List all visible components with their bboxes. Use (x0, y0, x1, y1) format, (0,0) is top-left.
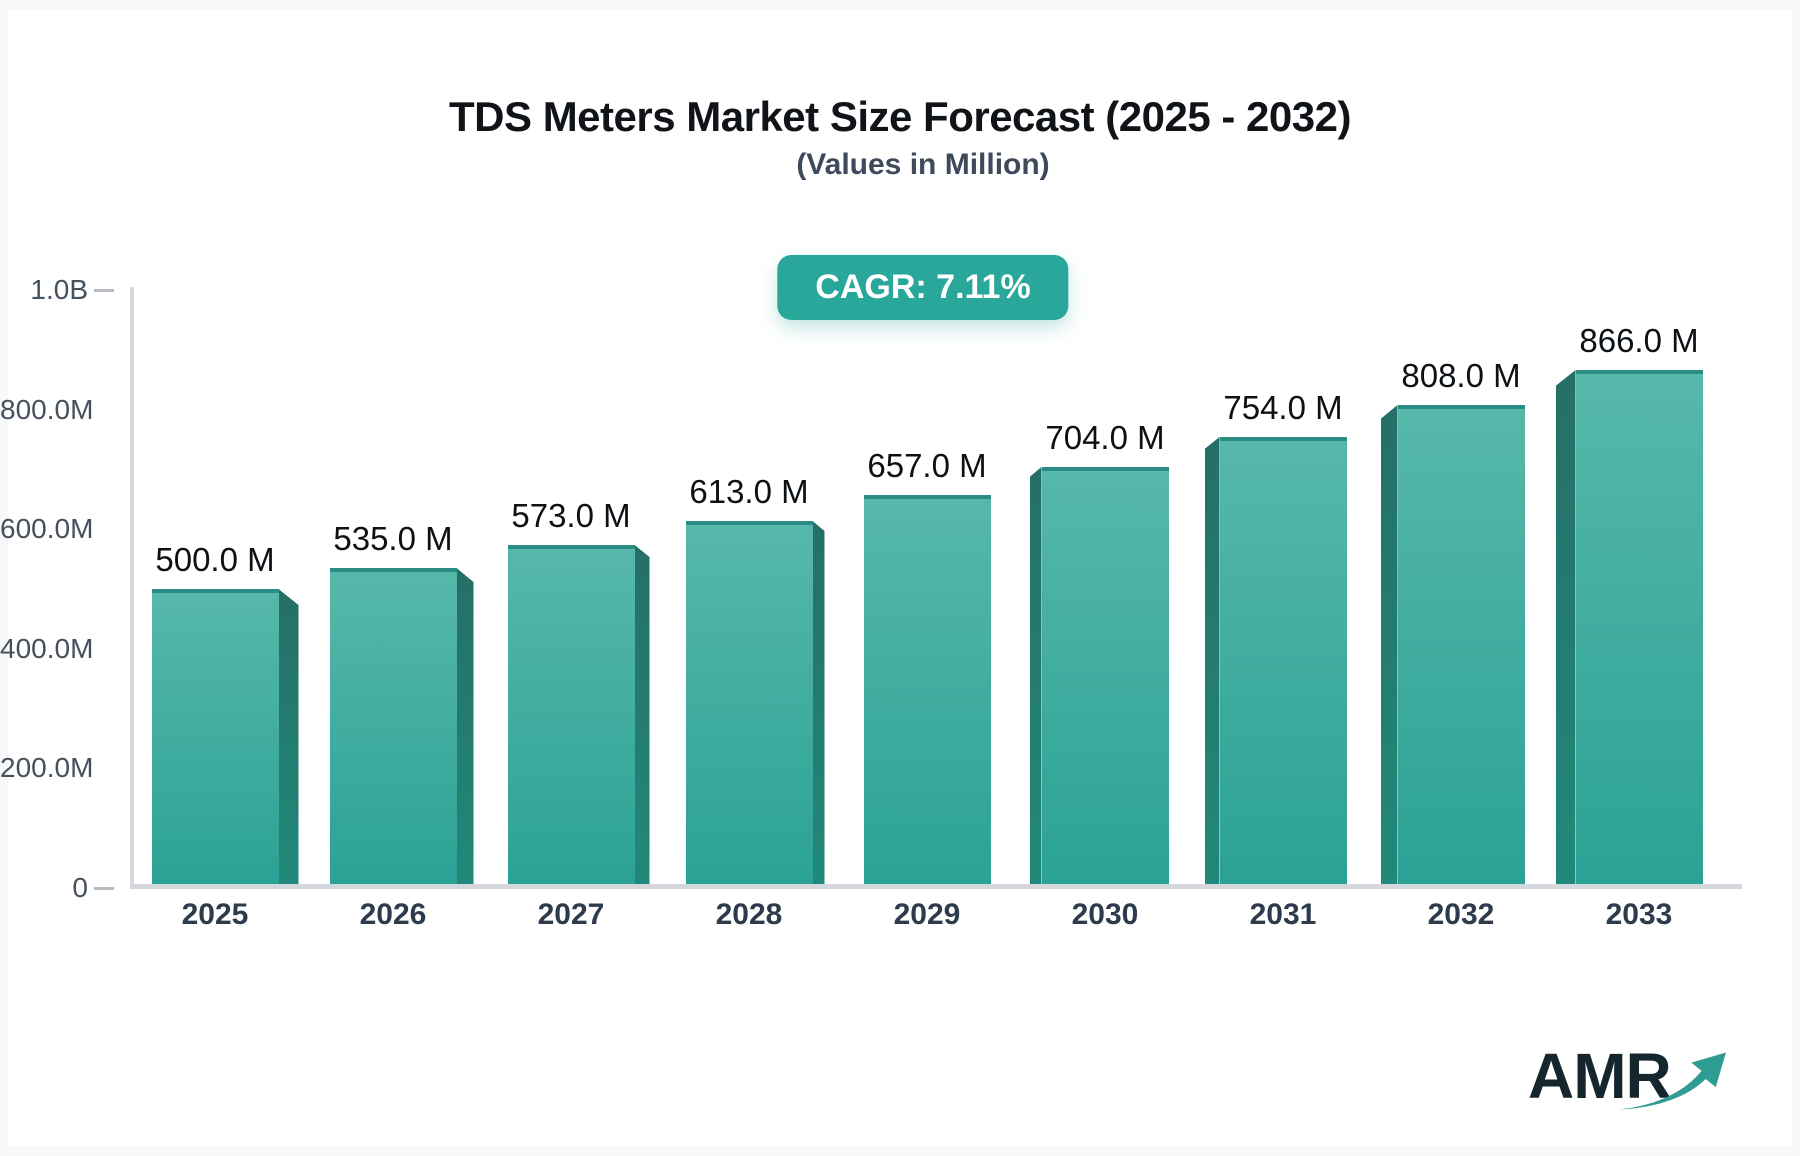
bar-top-edge (329, 568, 457, 572)
x-tick-label: 2030 (1071, 898, 1139, 931)
y-tick-label: 800.0M (0, 393, 94, 425)
bar-value-label: 808.0 M (1401, 357, 1521, 394)
x-tick-label: 2025 (181, 898, 249, 931)
bar-value-label: 704.0 M (1045, 419, 1165, 456)
bar-front-face (329, 568, 457, 888)
x-tick-label: 2031 (1249, 898, 1317, 931)
bar-top-edge (507, 545, 635, 549)
bar-value-label: 500.0 M (155, 541, 275, 578)
bar-value-label: 754.0 M (1223, 389, 1343, 426)
bar-value-label: 866.0 M (1579, 322, 1699, 359)
bar-side-face (1029, 467, 1042, 888)
amr-logo-text: AMR (1528, 1040, 1672, 1112)
y-tick-label: 400.0M (0, 632, 94, 664)
bar-front-face (507, 545, 635, 888)
bar-value-label: 613.0 M (689, 473, 809, 510)
bar-top-edge (1041, 467, 1169, 471)
chart-subtitle: (Values in Million) (796, 148, 1050, 181)
bar-front-face (1219, 437, 1347, 888)
bar-value-label: 657.0 M (867, 447, 987, 484)
y-tick-dash (94, 887, 114, 890)
bar-side-face (456, 568, 474, 888)
bar-front-face (685, 521, 813, 888)
y-tick-label: 0 (72, 872, 88, 903)
bar-front-face (863, 495, 991, 888)
bar-side-face (1380, 405, 1398, 888)
bar-side-face (1555, 370, 1576, 888)
y-tick-label: 600.0M (0, 513, 94, 545)
bar-side-face (812, 521, 825, 888)
x-tick-label: 2027 (537, 898, 605, 931)
trend-arrow-icon (1620, 1052, 1726, 1110)
bar-side-face (278, 589, 299, 888)
bar-value-label: 535.0 M (333, 520, 453, 557)
x-tick-label: 2029 (893, 898, 961, 931)
x-axis-line (130, 884, 1742, 889)
bar-top-edge (1575, 370, 1703, 374)
bar-top-edge (863, 495, 991, 499)
bar-top-edge (685, 521, 813, 525)
bar-front-face (1575, 370, 1703, 888)
amr-logo: AMR (1528, 1036, 1728, 1120)
bar-top-edge (1219, 437, 1347, 441)
bar-front-face (1041, 467, 1169, 888)
y-tick-label: 1.0B (30, 274, 88, 305)
bar-top-edge (151, 589, 279, 593)
bar-front-face (151, 589, 279, 888)
bar-top-edge (1397, 405, 1525, 409)
y-tick-dash (94, 289, 114, 292)
bar-side-face (1204, 437, 1220, 888)
x-tick-label: 2032 (1427, 898, 1495, 931)
y-tick-label: 200.0M (0, 752, 94, 784)
cagr-badge: CAGR: 7.11% (777, 255, 1069, 320)
bar-side-face (634, 545, 650, 888)
bar-front-face (1397, 405, 1525, 888)
bar-value-label: 573.0 M (511, 497, 631, 534)
x-tick-label: 2033 (1605, 898, 1673, 931)
x-tick-label: 2028 (715, 898, 783, 931)
x-tick-label: 2026 (359, 898, 427, 931)
chart-title: TDS Meters Market Size Forecast (2025 - … (449, 93, 1351, 140)
y-axis-line (130, 287, 134, 888)
